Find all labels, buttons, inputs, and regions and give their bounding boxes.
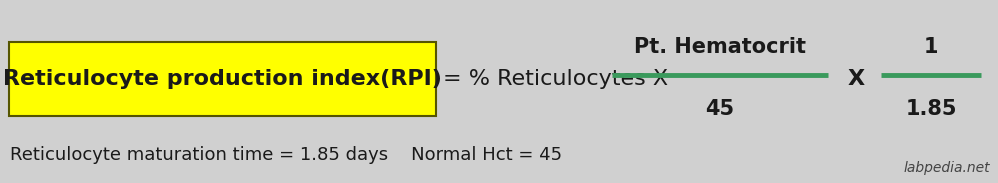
Text: Reticulocyte production index(RPI): Reticulocyte production index(RPI) [3, 69, 442, 89]
Text: 1.85: 1.85 [905, 99, 957, 119]
FancyBboxPatch shape [9, 42, 436, 116]
Text: Reticulocyte maturation time = 1.85 days    Normal Hct = 45: Reticulocyte maturation time = 1.85 days… [10, 146, 562, 164]
Text: X: X [847, 69, 864, 89]
Text: = % Reticulocytes X: = % Reticulocytes X [443, 69, 668, 89]
Text: labpedia.net: labpedia.net [903, 161, 990, 175]
Text: 1: 1 [924, 37, 938, 57]
Text: Pt. Hematocrit: Pt. Hematocrit [634, 37, 806, 57]
Text: 45: 45 [706, 99, 735, 119]
